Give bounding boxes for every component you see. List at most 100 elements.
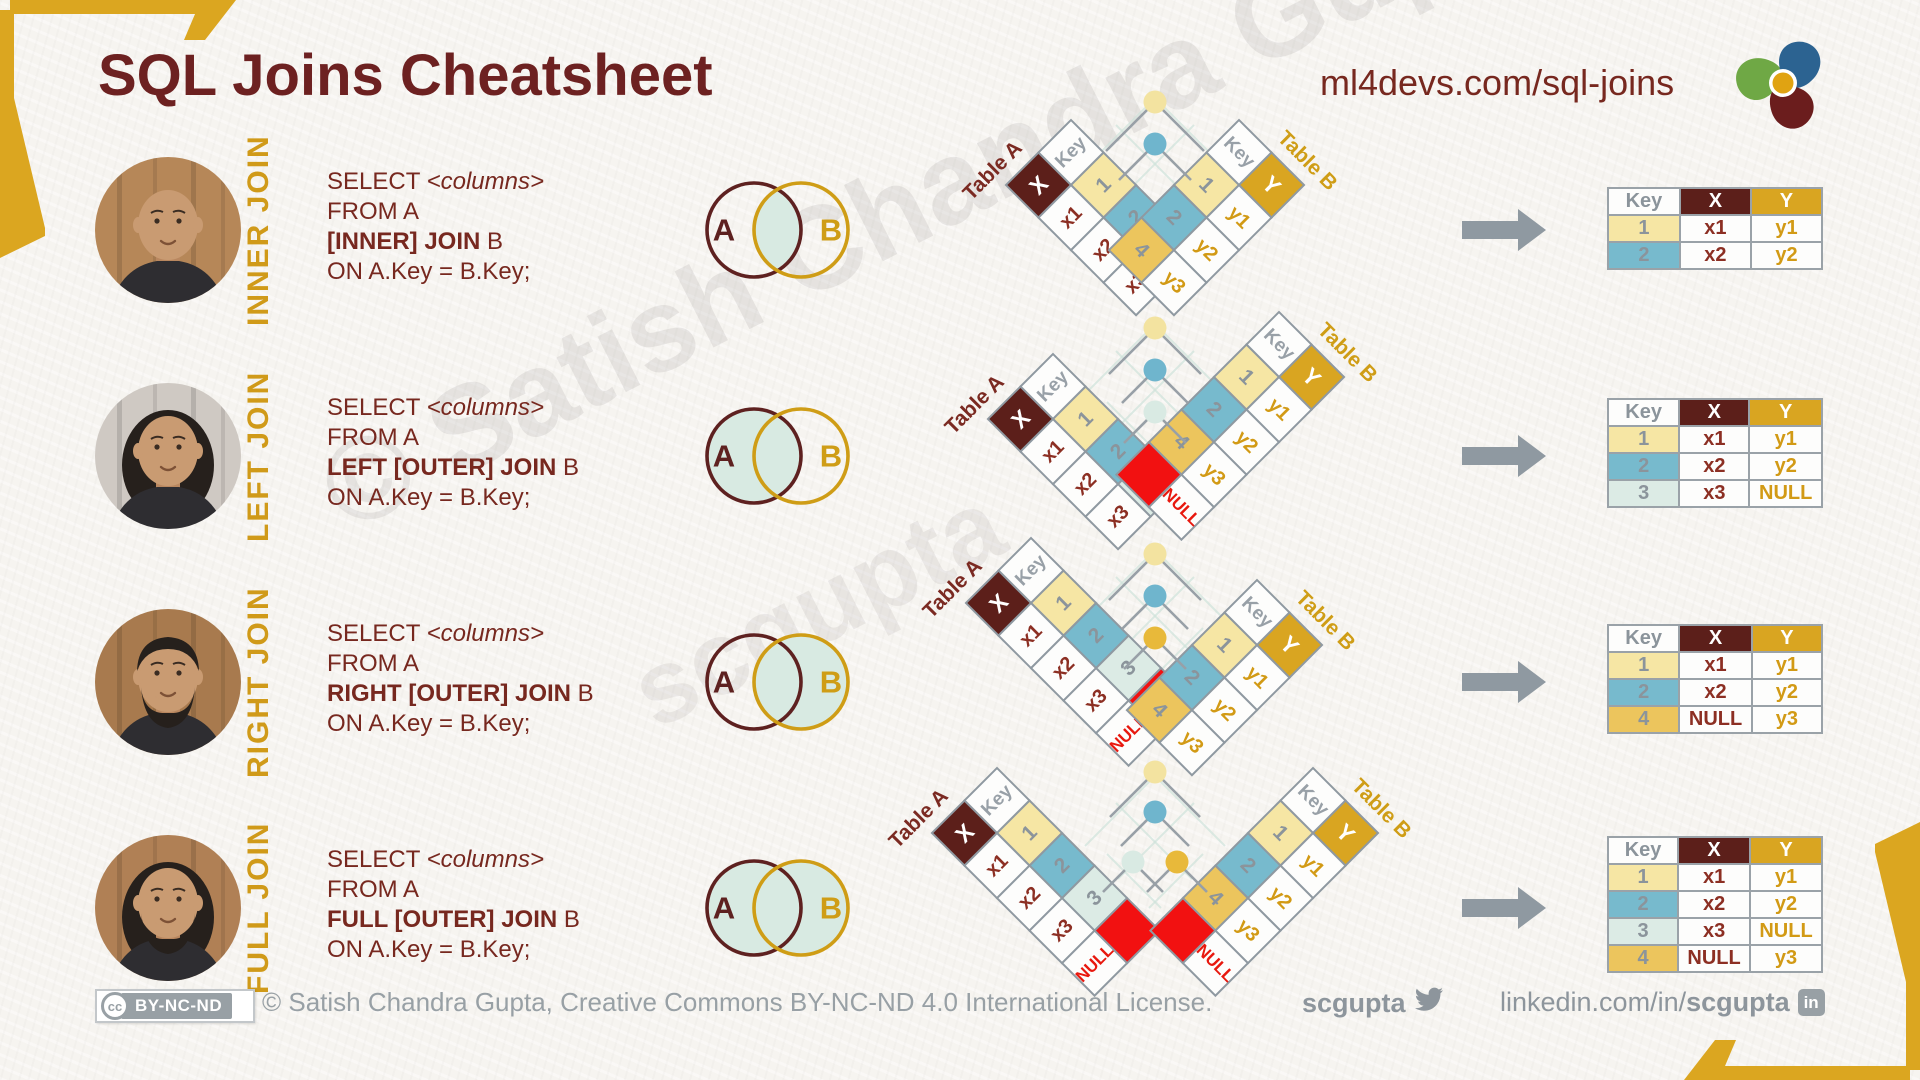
venn-label-a: A	[713, 439, 735, 474]
venn-diagram-full: A B	[690, 842, 865, 979]
result-row: 1 x1 y1	[1606, 651, 1824, 680]
ml4devs-logo-icon	[1736, 41, 1821, 129]
result-row: 4 NULL y3	[1606, 705, 1824, 734]
result-row: 2 x2 y2	[1606, 889, 1823, 919]
avatar	[95, 157, 241, 303]
join-type-label: RIGHT JOIN	[242, 586, 275, 778]
cc-license-badge: cc BY-NC-ND	[95, 989, 255, 1023]
result-table-wrap: Key X Y 1 x1 y1 2 x2 y2 3 x3 NULL	[1606, 398, 1823, 508]
result-table: Key X Y 1 x1 y1 2 x2 y2 3 x3 NULL 4 NULL…	[1606, 835, 1823, 973]
linkedin-url-prefix: linkedin.com/in/	[1500, 987, 1687, 1017]
sql-line-from: FROM A	[327, 424, 420, 451]
result-header-y: Y	[1750, 624, 1824, 653]
sql-snippet: SELECT <columns> FROM A LEFT [OUTER] JOI…	[327, 393, 657, 513]
linkedin-icon: in	[1797, 989, 1825, 1016]
result-row: 4 NULL y3	[1606, 943, 1823, 973]
result-header-x: X	[1678, 398, 1751, 427]
venn-diagram-inner: A B	[690, 164, 865, 301]
result-header-key: Key	[1606, 624, 1681, 653]
sql-snippet: SELECT <columns> FROM A FULL [OUTER] JOI…	[327, 845, 657, 965]
result-header-row: Key X Y	[1606, 835, 1823, 865]
result-table-wrap: Key X Y 1 x1 y1 2 x2 y2 3 x3 NULL 4 NULL…	[1606, 835, 1823, 973]
result-header-key: Key	[1606, 398, 1681, 427]
sql-snippet: SELECT <columns> FROM A RIGHT [OUTER] JO…	[327, 619, 657, 739]
venn-label-a: A	[713, 891, 735, 926]
result-header-key: Key	[1606, 835, 1680, 865]
sql-line-on: ON A.Key = B.Key;	[327, 484, 531, 511]
result-header-row: Key X Y	[1607, 186, 1824, 216]
sql-line-select: SELECT <columns>	[327, 168, 545, 195]
join-row-right: RIGHT JOIN SELECT <columns> FROM A RIGHT…	[0, 536, 1920, 795]
site-url-link[interactable]: ml4devs.com/sql-joins	[1320, 62, 1675, 103]
result-row: 1 x1 y1	[1607, 213, 1824, 243]
result-table: Key X Y 1 x1 y1 2 x2 y2 4 NULL y3	[1606, 624, 1824, 734]
venn-diagram-right: A B	[690, 616, 865, 753]
join-diagram-left: Key123Xx1x2x3Table A Key124Yy1y2y3NULLTa…	[935, 296, 1382, 601]
avatar-long-hair-man	[95, 383, 241, 534]
result-row: 2 x2 y2	[1607, 240, 1824, 270]
sql-line-join: LEFT [OUTER] JOIN B	[327, 454, 580, 481]
result-arrow-icon	[1462, 434, 1546, 483]
license-text: © Satish Chandra Gupta, Creative Commons…	[262, 987, 1213, 1017]
result-arrow-icon	[1462, 208, 1546, 257]
venn-label-b: B	[820, 213, 842, 248]
result-header-row: Key X Y	[1606, 624, 1824, 653]
result-header-x: X	[1678, 186, 1752, 216]
avatar-short-beard-man	[95, 609, 241, 760]
result-row: 1 x1 y1	[1606, 862, 1823, 892]
result-header-y: Y	[1749, 186, 1824, 216]
result-header-x: X	[1678, 624, 1753, 653]
result-row: 2 x2 y2	[1606, 452, 1823, 481]
join-type-label: INNER JOIN	[242, 134, 275, 326]
venn-label-b: B	[820, 665, 842, 700]
sql-line-from: FROM A	[327, 198, 420, 225]
join-row-inner: INNER JOIN SELECT <columns> FROM A [INNE…	[0, 90, 1920, 343]
sql-line-on: ON A.Key = B.Key;	[327, 936, 531, 963]
linkedin-link[interactable]: linkedin.com/in/scgupta in	[1500, 987, 1825, 1018]
venn-label-a: A	[713, 665, 735, 700]
twitter-handle-link[interactable]: scgupta	[1302, 987, 1444, 1020]
sql-line-on: ON A.Key = B.Key;	[327, 258, 531, 285]
result-arrow-icon	[1462, 660, 1546, 709]
result-header-y: Y	[1748, 398, 1823, 427]
ml4devs-logo-icon	[1736, 36, 1830, 135]
sql-line-from: FROM A	[327, 650, 420, 677]
avatar-long-hair-beard-man	[95, 835, 241, 986]
venn-diagram-left: A B	[690, 390, 865, 527]
sql-snippet: SELECT <columns> FROM A [INNER] JOIN B O…	[327, 167, 657, 287]
result-table-wrap: Key X Y 1 x1 y1 2 x2 y2 4 NULL y3	[1606, 624, 1824, 734]
result-row: 3 x3 NULL	[1606, 916, 1823, 946]
cc-icon: cc	[101, 992, 129, 1020]
avatar-bald-man	[95, 157, 241, 308]
result-header-x: X	[1677, 835, 1752, 865]
sql-line-join: RIGHT [OUTER] JOIN B	[327, 680, 594, 707]
result-row: 1 x1 y1	[1606, 425, 1823, 454]
result-arrow-icon	[1462, 886, 1546, 935]
join-type-label: LEFT JOIN	[242, 370, 275, 542]
sql-line-select: SELECT <columns>	[327, 846, 545, 873]
venn-label-b: B	[820, 439, 842, 474]
sql-line-on: ON A.Key = B.Key;	[327, 710, 531, 737]
join-row-full: FULL JOIN SELECT <columns> FROM A FULL […	[0, 760, 1920, 1021]
join-diagram-inner: Key123Xx1x2x3Table A Key124Yy1y2y3Table …	[935, 70, 1381, 375]
result-header-y: Y	[1749, 835, 1823, 865]
result-table: Key X Y 1 x1 y1 2 x2 y2 3 x3 NULL	[1606, 398, 1823, 508]
avatar	[95, 609, 241, 755]
sql-line-join: [INNER] JOIN B	[327, 228, 504, 255]
twitter-bird-icon	[1414, 987, 1444, 1020]
result-row: 3 x3 NULL	[1606, 479, 1823, 508]
result-row: 2 x2 y2	[1606, 678, 1824, 707]
result-table: Key X Y 1 x1 y1 2 x2 y2	[1607, 186, 1824, 270]
venn-label-b: B	[820, 891, 842, 926]
avatar	[95, 835, 241, 981]
avatar	[95, 383, 241, 529]
result-header-row: Key X Y	[1606, 398, 1823, 427]
footer: cc BY-NC-ND © Satish Chandra Gupta, Crea…	[0, 985, 1920, 1029]
linkedin-handle: scgupta	[1686, 987, 1790, 1017]
result-table-wrap: Key X Y 1 x1 y1 2 x2 y2	[1607, 186, 1824, 270]
